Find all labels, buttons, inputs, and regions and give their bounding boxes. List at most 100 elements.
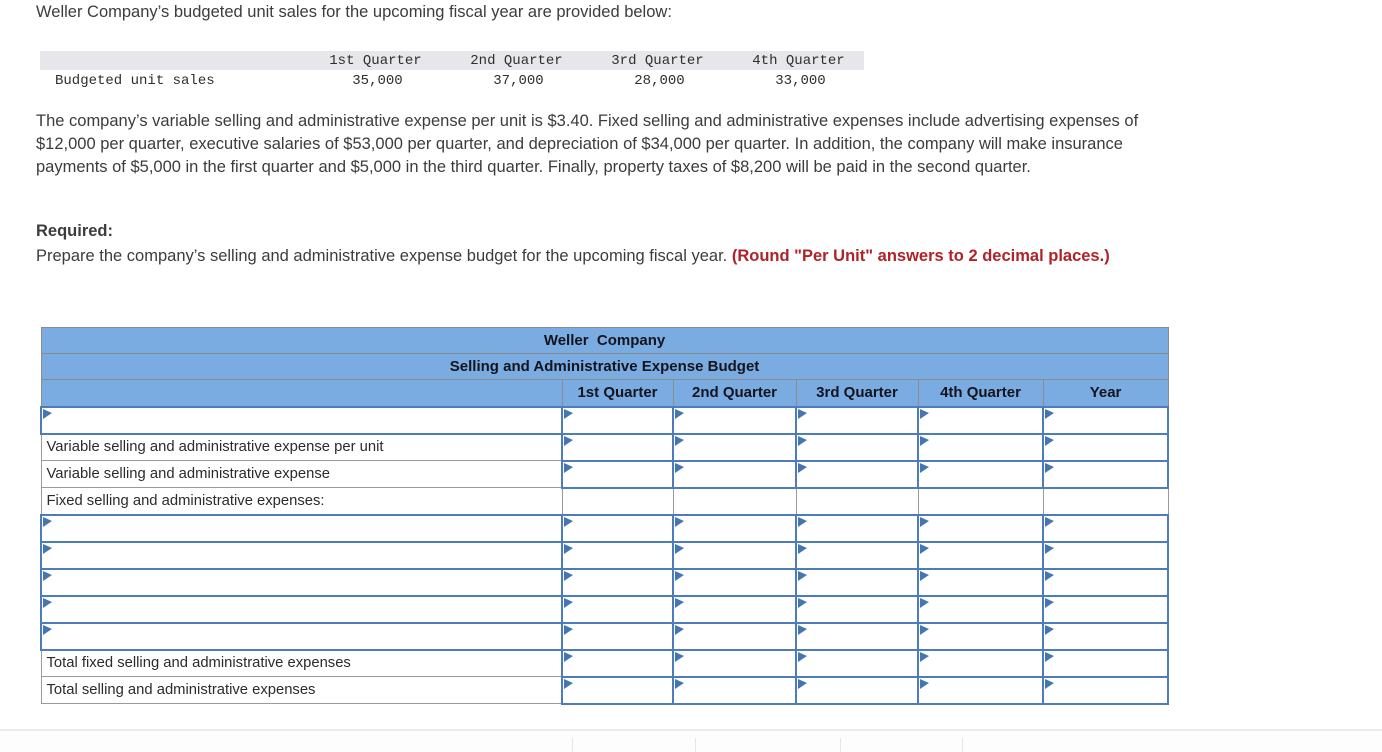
input-marker-icon	[43, 624, 52, 635]
input-marker-icon	[675, 462, 684, 473]
answer-cell[interactable]	[917, 540, 1044, 570]
input-marker-icon	[1045, 462, 1054, 473]
input-marker-icon	[564, 543, 573, 554]
answer-cell[interactable]	[1041, 513, 1170, 543]
input-marker-icon	[798, 570, 807, 581]
next-section-gridline	[572, 738, 573, 752]
row-label: Variable selling and administrative expe…	[40, 433, 563, 461]
unit-sales-value: 33,000	[775, 72, 826, 89]
next-section-gridline	[840, 738, 841, 752]
answer-cell[interactable]	[672, 567, 797, 597]
answer-cell[interactable]	[917, 621, 1044, 651]
input-marker-icon	[798, 624, 807, 635]
answer-cell[interactable]	[917, 567, 1044, 597]
input-marker-icon	[564, 597, 573, 608]
input-marker-icon	[1045, 570, 1054, 581]
answer-cell[interactable]	[795, 432, 919, 462]
answer-cell[interactable]	[561, 513, 674, 543]
table-row	[40, 567, 1170, 597]
answer-cell[interactable]	[917, 648, 1044, 678]
table-cell	[1042, 487, 1169, 515]
unit-sales-header-row: 1st Quarter 2nd Quarter 3rd Quarter 4th Qua…	[40, 51, 864, 70]
budget-column-header-row: 1st Quarter 2nd Quarter 3rd Quarter 4th Qua…	[40, 379, 1169, 407]
answer-cell[interactable]	[1041, 567, 1170, 597]
answer-cell[interactable]	[917, 432, 1044, 462]
input-marker-icon	[1045, 543, 1054, 554]
answer-cell[interactable]	[795, 594, 919, 624]
answer-cell[interactable]	[561, 594, 674, 624]
answer-cell[interactable]	[561, 540, 674, 570]
answer-cell[interactable]	[917, 594, 1044, 624]
answer-cell[interactable]	[672, 621, 797, 651]
table-cell	[561, 487, 674, 515]
row-label-input-cell[interactable]	[40, 594, 563, 624]
answer-cell[interactable]	[672, 648, 797, 678]
row-label-input-cell[interactable]	[40, 513, 563, 543]
answer-cell[interactable]	[917, 675, 1044, 705]
table-row	[40, 513, 1170, 543]
row-label-input-cell[interactable]	[40, 621, 563, 651]
answer-cell[interactable]	[917, 459, 1044, 489]
answer-cell[interactable]	[1041, 675, 1170, 705]
answer-cell[interactable]	[672, 540, 797, 570]
input-marker-icon	[920, 678, 929, 689]
answer-cell[interactable]	[1041, 540, 1170, 570]
table-row: Fixed selling and administrative expense…	[40, 487, 1169, 515]
input-marker-icon	[920, 516, 929, 527]
row-label-input-cell[interactable]	[40, 567, 563, 597]
answer-cell[interactable]	[1041, 405, 1170, 435]
bottom-divider	[0, 729, 1382, 731]
unit-sales-row-label: Budgeted unit sales	[55, 72, 215, 89]
answer-cell[interactable]	[917, 513, 1044, 543]
input-marker-icon	[675, 543, 684, 554]
row-label: Fixed selling and administrative expense…	[40, 487, 563, 515]
answer-cell[interactable]	[561, 459, 674, 489]
answer-cell[interactable]	[795, 648, 919, 678]
answer-cell[interactable]	[795, 567, 919, 597]
budget-col-header: 4th Quarter	[917, 379, 1044, 407]
row-label-input-cell[interactable]	[40, 405, 563, 435]
answer-cell[interactable]	[672, 594, 797, 624]
answer-cell[interactable]	[672, 405, 797, 435]
input-marker-icon	[798, 651, 807, 662]
input-marker-icon	[798, 543, 807, 554]
answer-cell[interactable]	[795, 675, 919, 705]
answer-cell[interactable]	[795, 621, 919, 651]
answer-cell[interactable]	[561, 432, 674, 462]
unit-sales-header-empty	[40, 51, 300, 70]
input-marker-icon	[564, 516, 573, 527]
unit-sales-col-header: 1st Quarter	[300, 51, 441, 70]
input-marker-icon	[43, 570, 52, 581]
row-label: Total selling and administrative expense…	[40, 676, 563, 704]
answer-cell[interactable]	[795, 405, 919, 435]
answer-cell[interactable]	[795, 513, 919, 543]
answer-cell[interactable]	[672, 675, 797, 705]
answer-cell[interactable]	[561, 567, 674, 597]
answer-cell[interactable]	[1041, 621, 1170, 651]
answer-cell[interactable]	[672, 513, 797, 543]
input-marker-icon	[564, 678, 573, 689]
table-row	[40, 594, 1170, 624]
answer-cell[interactable]	[917, 405, 1044, 435]
answer-cell[interactable]	[1041, 594, 1170, 624]
input-marker-icon	[920, 597, 929, 608]
answer-cell[interactable]	[561, 405, 674, 435]
answer-cell[interactable]	[672, 432, 797, 462]
input-marker-icon	[1045, 624, 1054, 635]
input-marker-icon	[564, 435, 573, 446]
answer-cell[interactable]	[561, 621, 674, 651]
answer-cell[interactable]	[1041, 459, 1170, 489]
row-label-input-cell[interactable]	[40, 540, 563, 570]
input-marker-icon	[920, 624, 929, 635]
answer-cell[interactable]	[561, 675, 674, 705]
answer-cell[interactable]	[795, 459, 919, 489]
input-marker-icon	[920, 408, 929, 419]
answer-cell[interactable]	[672, 459, 797, 489]
answer-cell[interactable]	[1041, 432, 1170, 462]
answer-cell[interactable]	[1041, 648, 1170, 678]
input-marker-icon	[1045, 678, 1054, 689]
answer-cell[interactable]	[561, 648, 674, 678]
answer-cell[interactable]	[795, 540, 919, 570]
next-section-gridline	[962, 738, 963, 752]
unit-sales-col-header: 2nd Quarter	[441, 51, 582, 70]
